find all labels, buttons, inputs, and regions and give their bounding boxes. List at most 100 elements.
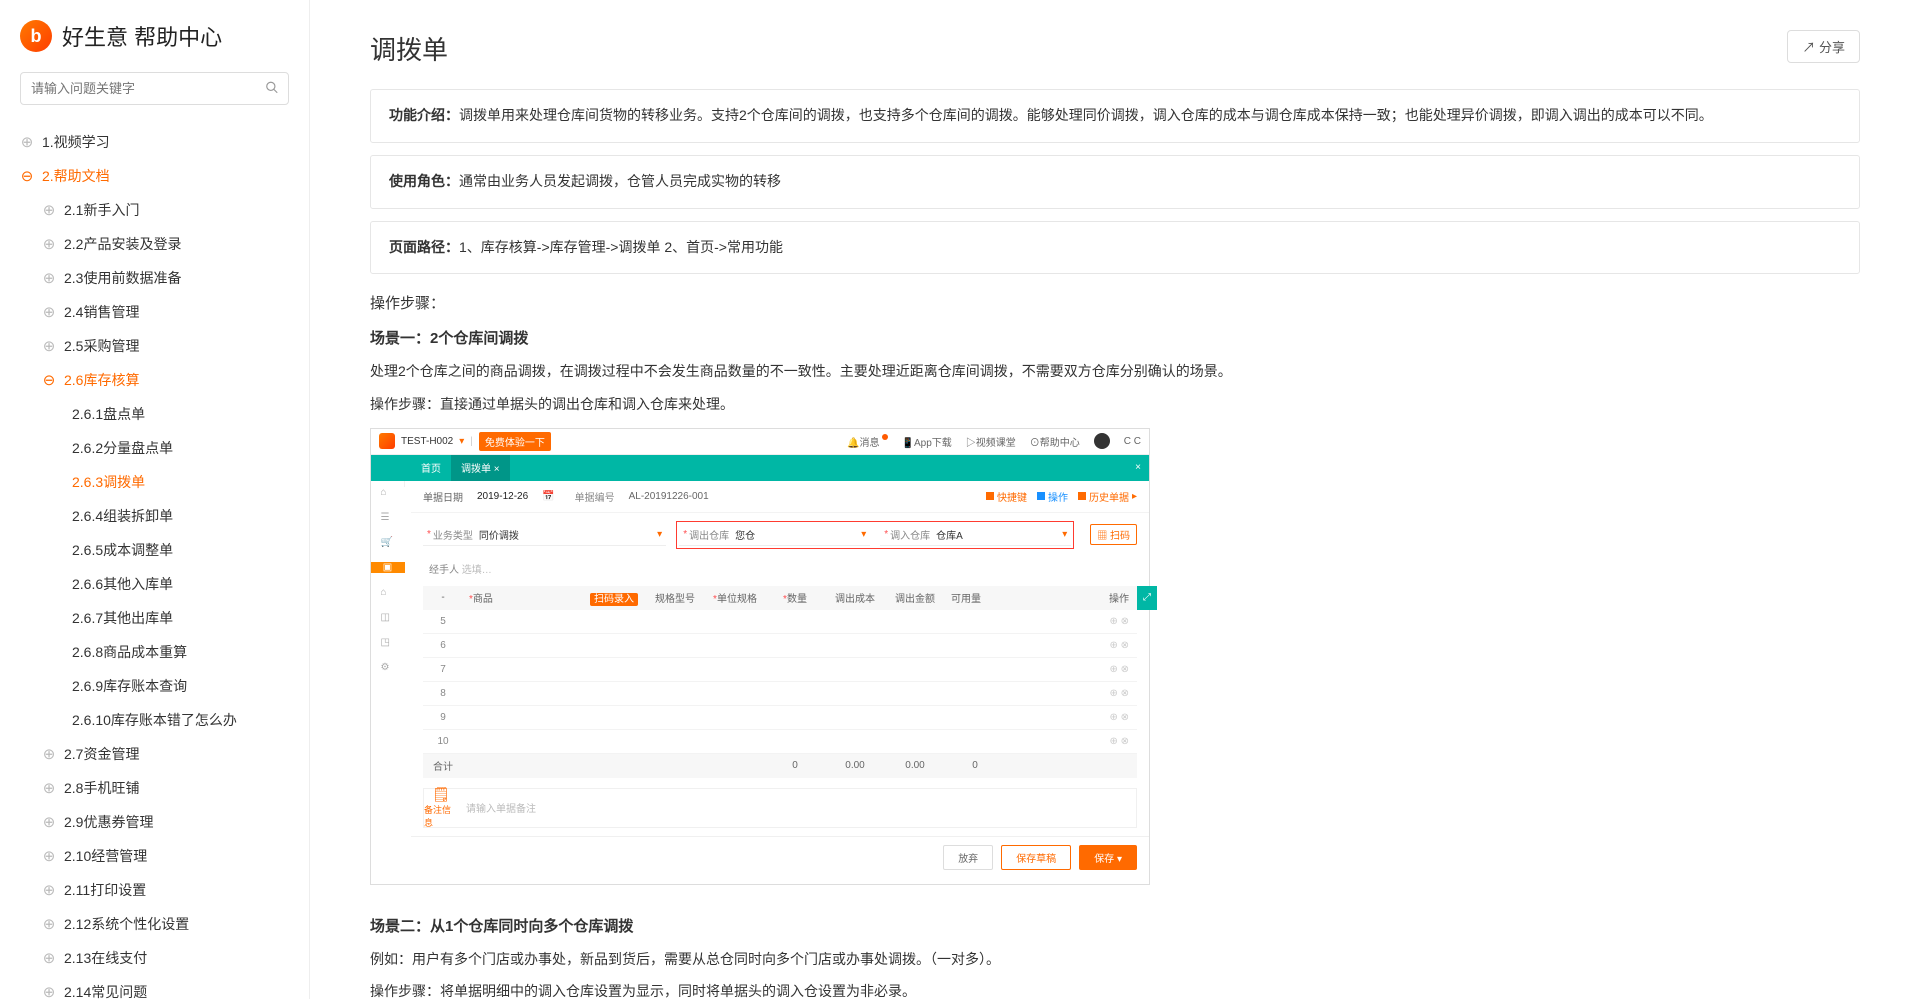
scene1-heading: 场景一：2个仓库间调拨 (370, 327, 1860, 348)
role-box: 使用角色：通常由业务人员发起调拨，仓管人员完成实物的转移 (370, 155, 1860, 209)
nav-2-12[interactable]: 2.12系统个性化设置 (20, 907, 309, 941)
highlight-box: *调出仓库您仓▾ *调入仓库仓库A▾ (676, 521, 1074, 549)
nav-label: 2.5采购管理 (64, 336, 139, 356)
plus-icon (42, 781, 56, 795)
nav-label: 2.3使用前数据准备 (64, 268, 181, 288)
nav-2-6-6[interactable]: 2.6.6其他入库单 (20, 567, 309, 601)
nav-2-6-7[interactable]: 2.6.7其他出库单 (20, 601, 309, 635)
nav-2-6[interactable]: 2.6库存核算 (20, 363, 309, 397)
row-ops: ⊕ ⊗ (1097, 688, 1137, 699)
nav-label: 2.6.6其他入库单 (72, 574, 173, 594)
sum-avail: 0 (945, 760, 1005, 771)
role-label: 使用角色： (389, 173, 459, 189)
nav-2-6-8[interactable]: 2.6.8商品成本重算 (20, 635, 309, 669)
row-no: 6 (423, 640, 463, 651)
nav-2-6-3[interactable]: 2.6.3调拨单 (20, 465, 309, 499)
row-ops: ⊕ ⊗ (1097, 664, 1137, 675)
th-product: *商品 (463, 590, 583, 605)
th-no: - (423, 592, 463, 603)
steps-heading: 操作步骤： (370, 292, 1860, 313)
nav-2-6-1[interactable]: 2.6.1盘点单 (20, 397, 309, 431)
nav-2-13[interactable]: 2.13在线支付 (20, 941, 309, 975)
scan-button: ▦ 扫码 (1090, 524, 1137, 545)
intro-text: 调拨单用来处理仓库间货物的转移业务。支持2个仓库间的调拨，也支持多个仓库间的调拨… (459, 107, 1713, 123)
shot-logo-icon (379, 433, 395, 449)
row-no: 10 (423, 736, 463, 747)
nav-label: 2.9优惠券管理 (64, 812, 153, 832)
nav-video[interactable]: 1.视频学习 (20, 125, 309, 159)
scene2-steps: 操作步骤：将单据明细中的调入仓库设置为显示，同时将单据头的调入仓设置为非必录。 (370, 978, 1860, 999)
date-label: 单据日期 (423, 489, 463, 504)
scene1-steps: 操作步骤：直接通过单据头的调出仓库和调入仓库来处理。 (370, 391, 1860, 418)
plus-icon (42, 203, 56, 217)
shot-close-icon: × (1135, 462, 1141, 473)
field-inwh: *调入仓库仓库A▾ (880, 524, 1071, 546)
nav-helpdoc[interactable]: 2.帮助文档 (20, 159, 309, 193)
share-icon: ↗ (1802, 40, 1815, 55)
plus-icon (42, 339, 56, 353)
nav-2-1[interactable]: 2.1新手入门 (20, 193, 309, 227)
nav-2-3[interactable]: 2.3使用前数据准备 (20, 261, 309, 295)
nav-2-11[interactable]: 2.11打印设置 (20, 873, 309, 907)
nav-2-6-10[interactable]: 2.6.10库存账本错了怎么办 (20, 703, 309, 737)
search-input[interactable] (20, 72, 289, 105)
nav-2-14[interactable]: 2.14常见问题 (20, 975, 309, 999)
sum-qty: 0 (765, 760, 825, 771)
code-value: AL-20191226-001 (629, 491, 709, 502)
plus-icon (42, 849, 56, 863)
intro-box: 功能介绍：调拨单用来处理仓库间货物的转移业务。支持2个仓库间的调拨，也支持多个仓… (370, 89, 1860, 143)
nav-2-8[interactable]: 2.8手机旺铺 (20, 771, 309, 805)
nav-2-6-9[interactable]: 2.6.9库存账本查询 (20, 669, 309, 703)
note-placeholder: 请输入单据备注 (458, 800, 1136, 815)
row-ops: ⊕ ⊗ (1097, 616, 1137, 627)
sum-cost: 0.00 (825, 760, 885, 771)
logo-icon: b (20, 20, 52, 52)
nav-label: 2.6库存核算 (64, 370, 139, 390)
plus-icon (42, 747, 56, 761)
search-icon[interactable] (265, 80, 279, 97)
search (20, 72, 289, 105)
nav-2-6-2[interactable]: 2.6.2分量盘点单 (20, 431, 309, 465)
nav-label: 2.11打印设置 (64, 880, 146, 900)
nav-2-6-5[interactable]: 2.6.5成本调整单 (20, 533, 309, 567)
th-unit: *单位规格 (705, 590, 765, 605)
nav-2-10[interactable]: 2.10经营管理 (20, 839, 309, 873)
nav-2-4[interactable]: 2.4销售管理 (20, 295, 309, 329)
nav-2-6-4[interactable]: 2.6.4组装拆卸单 (20, 499, 309, 533)
nav-label: 2.6.1盘点单 (72, 404, 145, 424)
share-button[interactable]: ↗ 分享 (1787, 30, 1860, 63)
nav-label: 2.6.8商品成本重算 (72, 642, 187, 662)
field-outwh: *调出仓库您仓▾ (679, 524, 870, 546)
nav-label: 2.帮助文档 (42, 166, 110, 186)
plus-icon (20, 135, 34, 149)
plus-icon (42, 951, 56, 965)
nav-label: 2.6.7其他出库单 (72, 608, 173, 628)
role-text: 通常由业务人员发起调拨，仓管人员完成实物的转移 (459, 173, 781, 189)
screenshot-1: TEST-H002 ▾ | 免费体验一下 🔔消息 📱App下载 ▷视频课堂 ⊙帮… (370, 428, 1150, 885)
nav-2-5[interactable]: 2.5采购管理 (20, 329, 309, 363)
plus-icon (42, 305, 56, 319)
field-biztype: *业务类型同价调拨▾ (423, 524, 666, 546)
row-ops: ⊕ ⊗ (1097, 640, 1137, 651)
shot-topbar: TEST-H002 ▾ | 免费体验一下 🔔消息 📱App下载 ▷视频课堂 ⊙帮… (371, 429, 1149, 455)
row-no: 5 (423, 616, 463, 627)
nav-2-9[interactable]: 2.9优惠券管理 (20, 805, 309, 839)
scene1-desc: 处理2个仓库之间的商品调拨，在调拨过程中不会发生商品数量的不一致性。主要处理近距… (370, 358, 1860, 385)
plus-icon (42, 985, 56, 999)
op-fastkey: 快捷键 (986, 489, 1027, 504)
minus-icon (42, 373, 56, 387)
nav-label: 2.10经营管理 (64, 846, 147, 866)
page-title: 调拨单 (370, 30, 1860, 67)
plus-icon (42, 237, 56, 251)
shot-msg: 🔔消息 (847, 434, 887, 449)
nav-label: 2.12系统个性化设置 (64, 914, 189, 934)
plus-icon (42, 271, 56, 285)
nav-2-7[interactable]: 2.7资金管理 (20, 737, 309, 771)
code-label: 单据编号 (575, 489, 615, 504)
th-avail: 可用量 (945, 590, 1097, 605)
note-icon: 🗒 备注信息 (424, 786, 458, 829)
nav-label: 2.6.5成本调整单 (72, 540, 173, 560)
nav-2-2[interactable]: 2.2产品安装及登录 (20, 227, 309, 261)
field-manager: 经手人 选填… (411, 557, 1149, 580)
plus-icon (42, 917, 56, 931)
